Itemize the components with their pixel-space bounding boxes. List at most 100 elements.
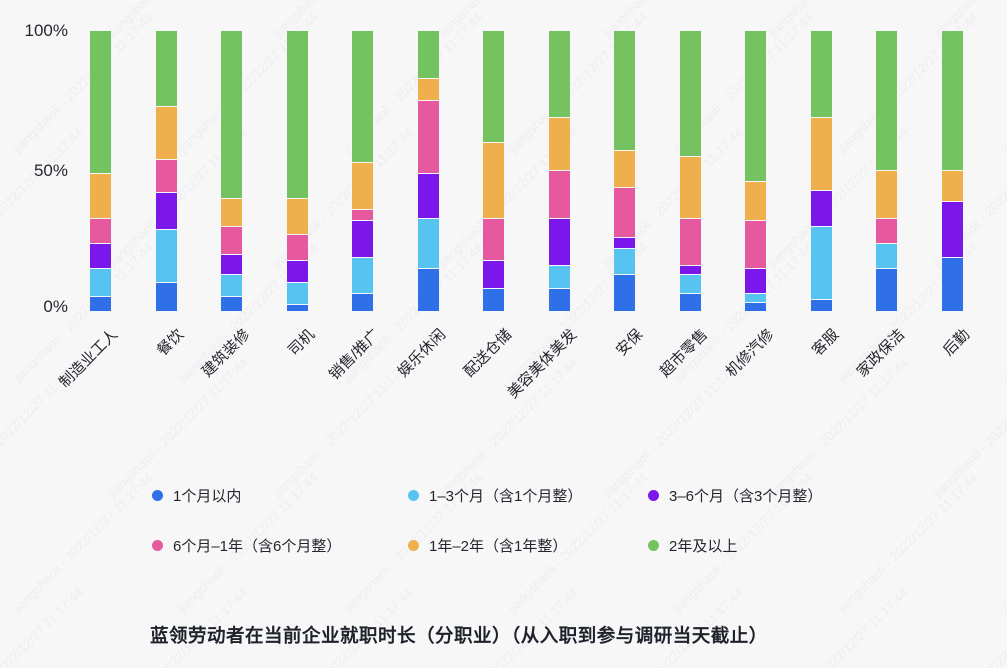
bar-segment <box>744 30 768 184</box>
plot-area <box>89 30 964 313</box>
bar-segment <box>89 30 112 175</box>
legend-color-dot <box>408 490 419 501</box>
bar-segment <box>744 268 768 296</box>
legend-label: 1个月以内 <box>173 488 242 505</box>
legend-item: 1–3个月（含1个月整） <box>408 485 648 506</box>
bar-segment <box>809 226 833 301</box>
bar-segment <box>154 105 178 161</box>
bar-segment <box>89 217 112 245</box>
watermark-text: jiangshaoli - 2022/12/27 11:17:44 <box>105 354 251 501</box>
bar-segment <box>220 254 244 276</box>
bar-segment <box>89 268 112 298</box>
x-axis-label: 配送仓储 <box>460 326 515 381</box>
bar-segment <box>285 234 309 262</box>
bar-segment <box>482 30 506 145</box>
bar-segment <box>678 30 702 159</box>
bar-segment <box>351 209 375 223</box>
bar-segment <box>744 220 768 271</box>
watermark-text: jiangshaoli - 2022/12/27 11:17:44 <box>835 469 981 616</box>
bar-segment <box>744 181 768 223</box>
bar-segment <box>875 217 899 245</box>
bar-9 <box>613 30 637 313</box>
bar-segment <box>154 158 178 195</box>
legend-label: 3–6个月（含3个月整） <box>669 488 823 505</box>
bar-segment <box>678 273 702 296</box>
bar-segment <box>351 161 375 212</box>
bar-segment <box>482 259 506 290</box>
watermark-text: jiangshaoli - 2022/12/27 11:17:44 <box>435 354 581 501</box>
bar-segment <box>809 30 833 119</box>
bar-segment <box>220 273 244 299</box>
bar-segment <box>416 268 440 312</box>
bar-segment <box>416 217 440 271</box>
bar-segment <box>351 220 375 259</box>
bar-segment <box>809 298 833 313</box>
legend-color-dot <box>408 540 419 551</box>
bar-11 <box>744 30 768 313</box>
chart-legend: 1个月以内 1–3个月（含1个月整） 3–6个月（含3个月整） 6个月–1年（含6个月… <box>152 485 822 556</box>
bar-segment <box>940 256 964 313</box>
watermark-text: jiangshaoli - 2022/12/27 11:17:44 <box>930 355 1007 501</box>
x-axis-label: 客服 <box>809 326 843 360</box>
watermark-text: jiangshaoli - 2022/12/27 11:17:44 <box>10 469 156 616</box>
bar-segment <box>154 192 178 231</box>
bar-segment <box>285 30 309 201</box>
bar-segment <box>875 170 899 220</box>
bar-segment <box>875 268 899 312</box>
bar-6 <box>416 30 440 312</box>
bar-segment <box>678 156 702 220</box>
bar-segment <box>547 116 571 173</box>
bar-segment <box>613 186 637 240</box>
bar-13 <box>875 30 899 312</box>
bar-segment <box>678 217 702 268</box>
bar-segment <box>940 30 964 173</box>
bar-segment <box>678 293 702 312</box>
x-axis-label: 机修汽修 <box>722 326 778 381</box>
x-axis-label: 超市零售 <box>657 326 712 381</box>
x-axis-label: 家政保洁 <box>853 326 909 381</box>
bar-segment <box>547 217 571 268</box>
bar-4 <box>285 30 309 312</box>
legend-label: 1–3个月（含1个月整） <box>429 488 583 505</box>
x-axis-label: 建筑装修 <box>198 326 253 381</box>
bar-segment <box>89 172 112 220</box>
bar-segment <box>940 200 964 259</box>
bar-5 <box>351 30 375 312</box>
x-axis-label: 制造业工人 <box>56 326 122 392</box>
y-axis-tick-0: 0% <box>43 297 68 316</box>
watermark-text: jiangshaoli - 2022/12/27 11:17:44 <box>765 584 911 668</box>
legend-color-dot <box>152 490 163 501</box>
legend-color-dot <box>152 540 163 551</box>
y-axis-tick-50: 50% <box>33 161 68 180</box>
bar-segment <box>220 198 244 229</box>
x-axis-label: 安保 <box>612 326 646 360</box>
legend-label: 6个月–1年（含6个月整） <box>173 538 342 555</box>
bar-segment <box>547 170 571 220</box>
x-axis-label: 后勤 <box>940 326 974 360</box>
legend-item: 2年及以上 <box>648 535 822 556</box>
bar-segment <box>154 228 178 285</box>
bar-segment <box>154 30 178 108</box>
legend-item: 6个月–1年（含6个月整） <box>152 535 408 556</box>
bar-segment <box>285 198 309 237</box>
legend-color-dot <box>648 490 659 501</box>
bar-segment <box>89 242 112 271</box>
legend-item: 1年–2年（含1年整） <box>408 535 648 556</box>
bar-12 <box>809 30 833 313</box>
bar-segment <box>547 30 571 119</box>
legend-item: 1个月以内 <box>152 485 408 506</box>
x-axis-label: 司机 <box>285 326 319 360</box>
bar-segment <box>351 256 375 296</box>
bar-1 <box>89 30 112 312</box>
legend-color-dot <box>648 540 659 551</box>
bar-segment <box>678 265 702 276</box>
bar-segment <box>940 170 964 203</box>
x-axis-label: 餐饮 <box>153 326 188 360</box>
bar-segment <box>613 30 637 153</box>
bar-segment <box>285 304 309 312</box>
bar-segment <box>89 296 112 312</box>
bar-segment <box>613 273 637 313</box>
bar-segment <box>416 172 440 220</box>
bar-segment <box>613 248 637 276</box>
bar-segment <box>744 301 768 313</box>
